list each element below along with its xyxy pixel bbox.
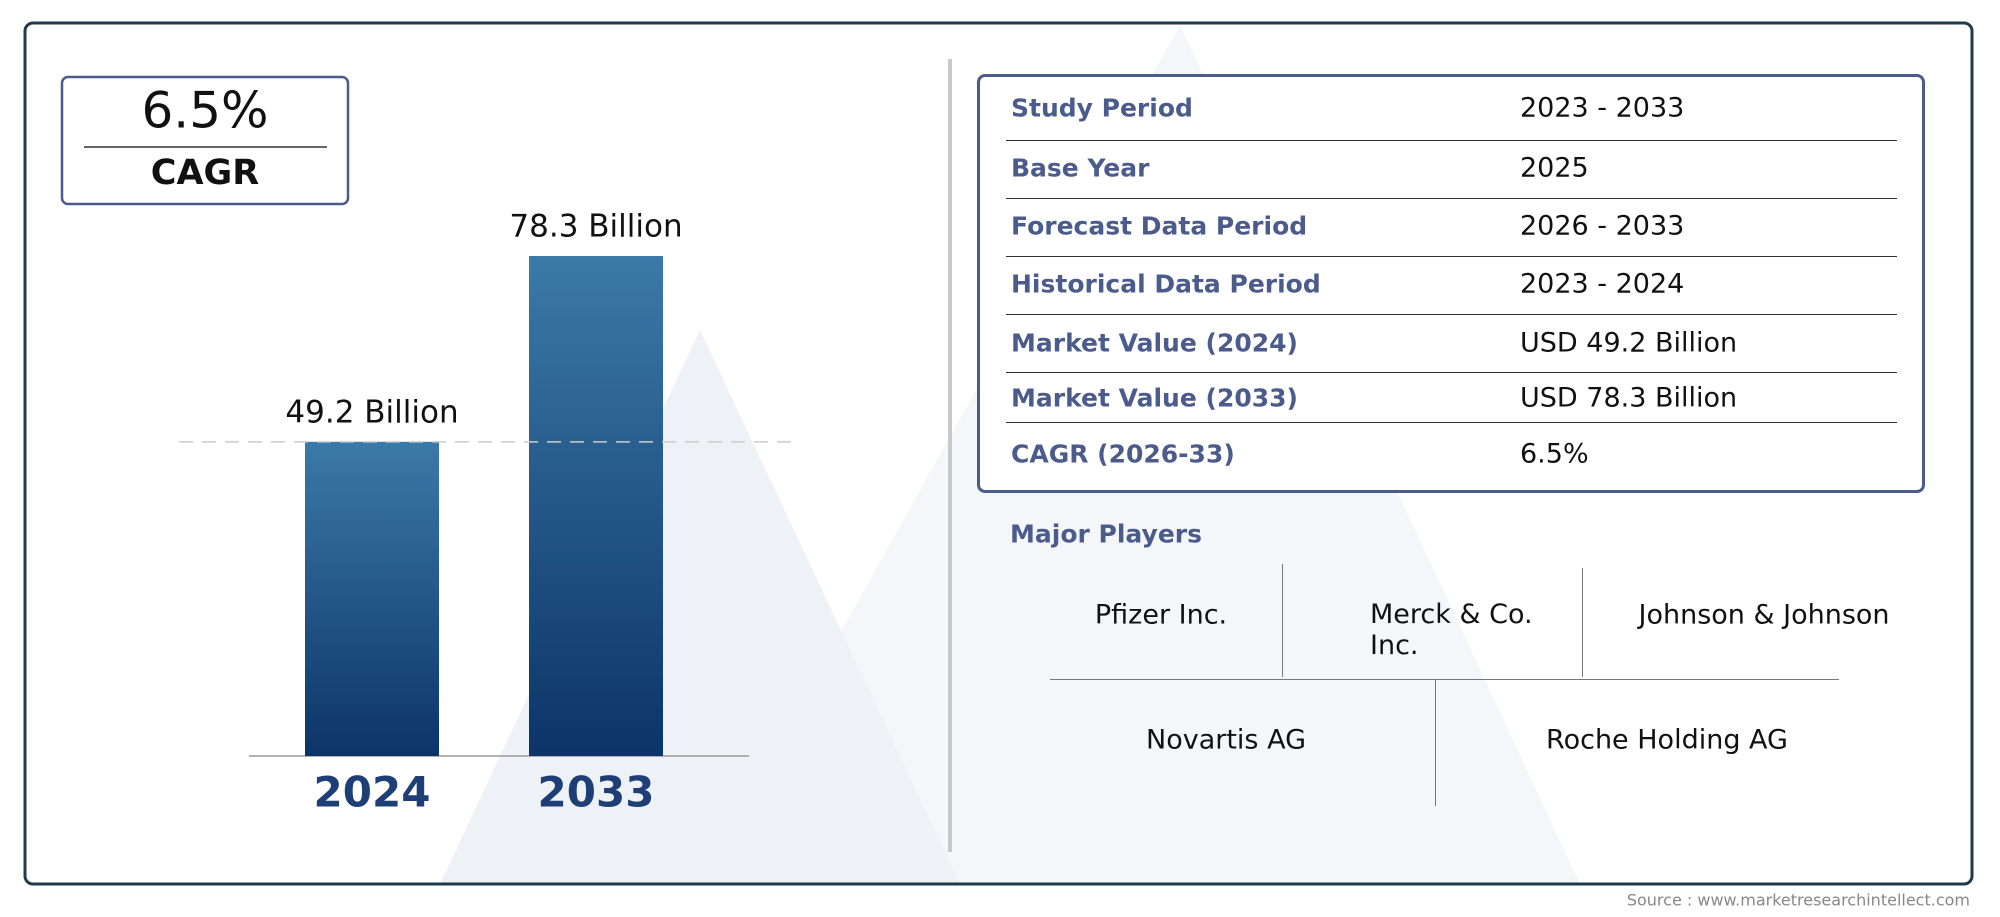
row-label: CAGR (2026-33) xyxy=(1011,439,1235,469)
x-tick-label: 2024 xyxy=(314,768,431,817)
row-label: Base Year xyxy=(1011,153,1150,183)
row-value: 2023 - 2033 xyxy=(1520,92,1685,124)
player: Merck & Co. Inc. xyxy=(1370,599,1533,661)
row-value: 2026 - 2033 xyxy=(1520,210,1685,242)
player: Roche Holding AG xyxy=(1546,724,1788,756)
x-tick-label: 2033 xyxy=(538,768,655,817)
source: Source : www.marketresearchintellect.com xyxy=(1627,891,1970,910)
row-separator xyxy=(1006,140,1897,141)
row-separator xyxy=(1006,198,1897,199)
player: Novartis AG xyxy=(1146,724,1306,756)
grid-line xyxy=(1582,568,1583,677)
cagr-box xyxy=(60,75,350,206)
grid-line xyxy=(1282,564,1283,677)
player: Pfizer Inc. xyxy=(1094,599,1228,631)
summary-table xyxy=(977,74,1925,493)
row-label: Historical Data Period xyxy=(1011,269,1321,299)
grid-line xyxy=(1435,680,1436,806)
frame xyxy=(23,21,1974,886)
row-separator xyxy=(1006,314,1897,315)
cagr-value: 6.5% xyxy=(141,82,268,140)
row-value: 2025 xyxy=(1520,152,1589,184)
bar xyxy=(529,256,663,756)
row-label: Market Value (2024) xyxy=(1011,328,1298,358)
players-title: Major Players xyxy=(1010,519,1202,549)
value-label: 78.3 Billion xyxy=(509,209,682,245)
row-separator xyxy=(1006,372,1897,373)
row-label: Market Value (2033) xyxy=(1011,383,1298,413)
row-value: USD 49.2 Billion xyxy=(1520,327,1738,359)
row-value: 6.5% xyxy=(1520,438,1589,470)
row-label: Forecast Data Period xyxy=(1011,211,1308,241)
grid-line xyxy=(1050,679,1839,680)
value-label: 49.2 Billion xyxy=(285,394,458,430)
row-separator xyxy=(1006,256,1897,257)
cagr-label: CAGR xyxy=(151,153,260,193)
row-separator xyxy=(1006,422,1897,423)
row-value: 2023 - 2024 xyxy=(1520,268,1685,300)
player: Johnson & Johnson xyxy=(1638,599,1890,631)
row-label: Study Period xyxy=(1011,93,1193,123)
row-value: USD 78.3 Billion xyxy=(1520,382,1738,414)
bar xyxy=(305,441,439,756)
